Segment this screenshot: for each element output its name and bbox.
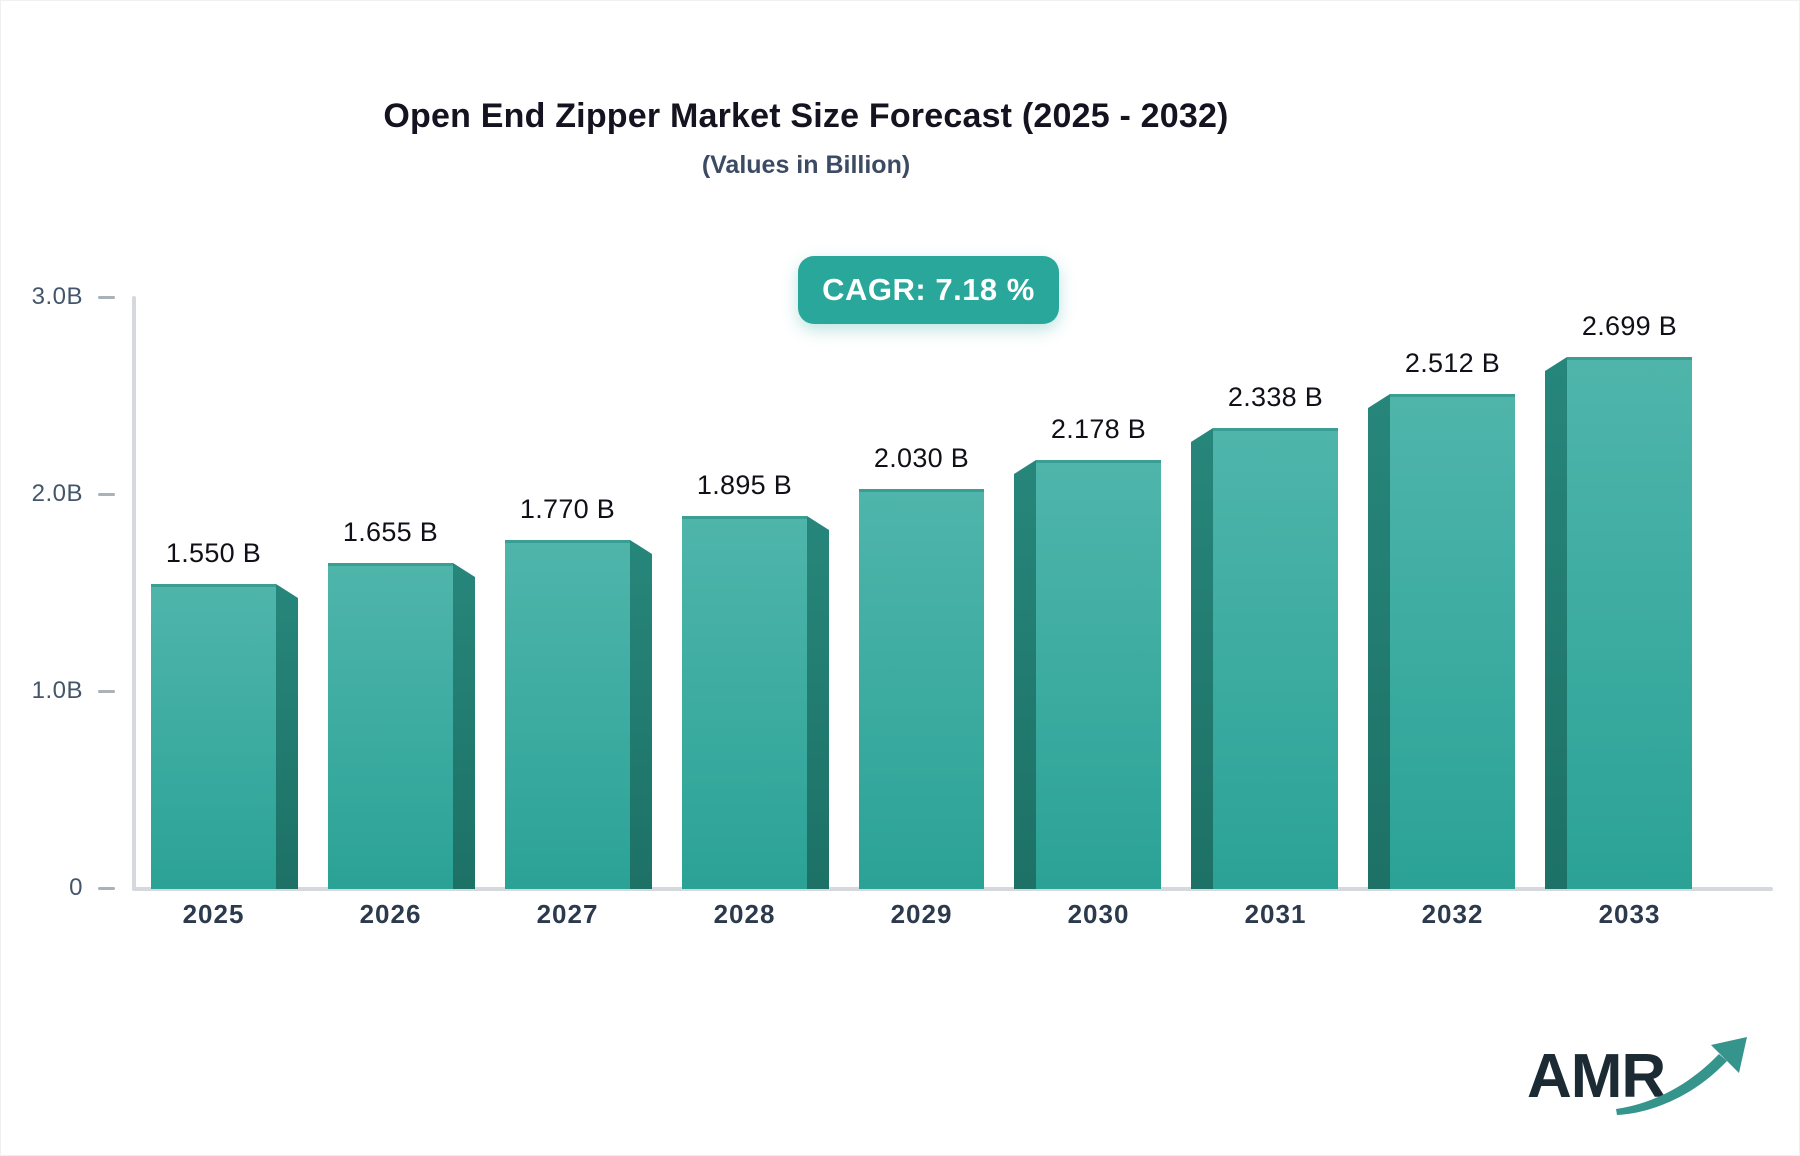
bar (151, 584, 276, 889)
chart-subtitle: (Values in Billion) (701, 151, 911, 179)
x-tick-label: 2025 (182, 899, 245, 929)
bar (1567, 357, 1692, 889)
x-tick-label: 2030 (1067, 899, 1130, 929)
bar-value-label: 2.030 B (873, 443, 970, 473)
cagr-badge: CAGR: 7.18 % (798, 256, 1059, 324)
bar-side-face (276, 584, 298, 889)
x-tick-label: 2027 (536, 899, 599, 929)
x-tick-label: 2033 (1598, 899, 1661, 929)
y-tick-label: 2.0B (31, 480, 83, 507)
y-tick-dash (98, 690, 115, 693)
y-tick-dash (98, 296, 115, 299)
x-tick-label: 2026 (359, 899, 422, 929)
y-tick-dash (98, 493, 115, 496)
bar (328, 563, 453, 889)
bar (1213, 428, 1338, 889)
bar-side-face (630, 540, 652, 889)
x-tick-label: 2032 (1421, 899, 1484, 929)
bar (682, 516, 807, 889)
y-tick-dash (98, 887, 115, 890)
bar-value-label: 2.512 B (1404, 348, 1501, 378)
bar-value-label: 1.770 B (519, 494, 616, 524)
y-tick-label: 3.0B (31, 283, 83, 310)
y-tick-label: 0 (69, 874, 83, 901)
bar-value-label: 2.699 B (1581, 311, 1678, 341)
bar (505, 540, 630, 889)
bar-side-face (1014, 460, 1036, 889)
bar-value-label: 1.895 B (696, 470, 793, 500)
x-tick-label: 2031 (1244, 899, 1307, 929)
y-tick-label: 1.0B (31, 677, 83, 704)
bar-side-face (1191, 428, 1213, 889)
bar (1390, 394, 1515, 889)
amr-logo: AMR (1521, 1023, 1771, 1123)
bar (1036, 460, 1161, 889)
bar-side-face (1545, 357, 1567, 889)
x-tick-label: 2028 (713, 899, 776, 929)
growth-arrow-icon (1616, 1037, 1747, 1115)
bar-value-label: 1.655 B (342, 517, 439, 547)
bar-value-label: 2.338 B (1227, 382, 1324, 412)
bar (859, 489, 984, 889)
x-tick-label: 2029 (890, 899, 953, 929)
bar-value-label: 2.178 B (1050, 414, 1147, 444)
bar-value-label: 1.550 B (165, 538, 262, 568)
chart-title: Open End Zipper Market Size Forecast (20… (383, 97, 1229, 135)
x-axis-baseline (132, 887, 1773, 891)
bar-side-face (453, 563, 475, 889)
bar-side-face (1368, 394, 1390, 889)
y-axis-line (132, 296, 136, 891)
bar-side-face (807, 516, 829, 889)
amr-logo-text: AMR (1527, 1042, 1666, 1111)
